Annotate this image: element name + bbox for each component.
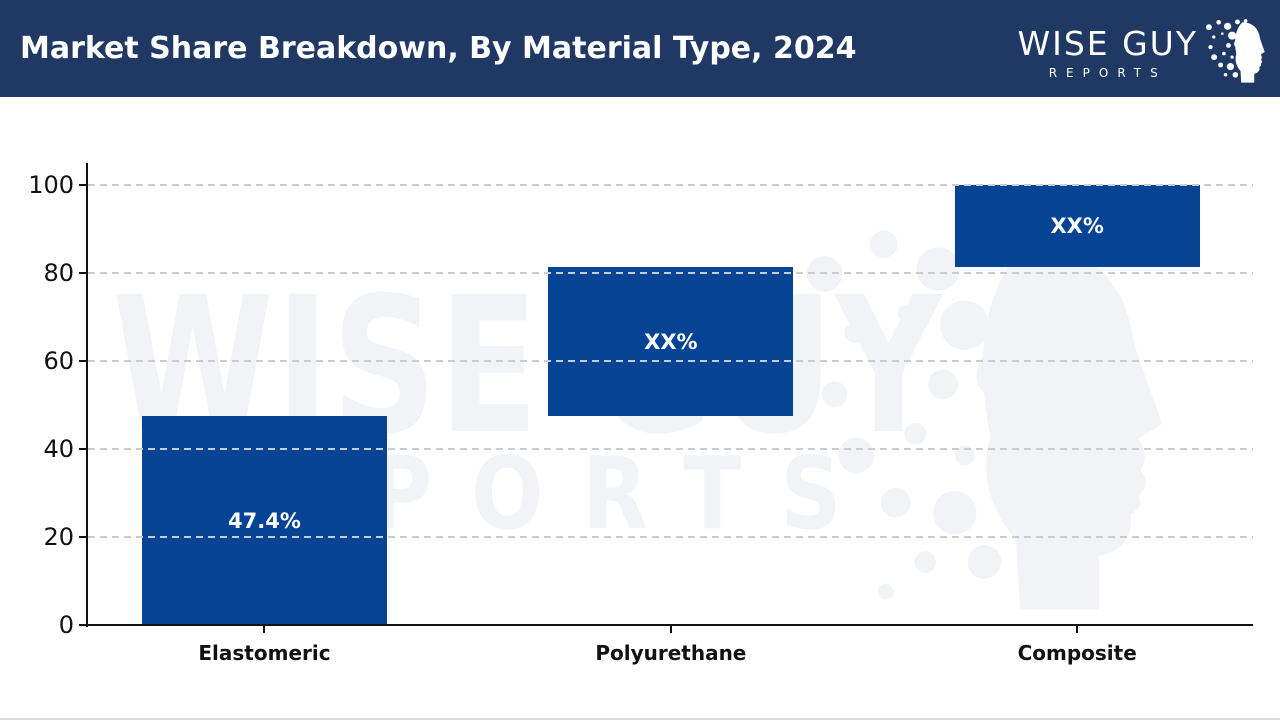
gridline-20 <box>88 536 1253 538</box>
logo-wordmark: WISE GUY <box>1017 24 1198 63</box>
y-axis-tick <box>79 272 87 274</box>
header-bar: Market Share Breakdown, By Material Type… <box>0 0 1280 97</box>
y-axis-tick-label: 100 <box>28 171 74 199</box>
x-axis-category-label: Composite <box>1017 641 1137 665</box>
logo-text: WISE GUY REPORTS <box>1017 24 1198 80</box>
x-axis-tick <box>669 625 672 633</box>
bar-value-label: XX% <box>644 329 698 354</box>
logo-subtext: REPORTS <box>1048 66 1167 80</box>
wiseguy-logo: WISE GUY REPORTS <box>1016 6 1266 92</box>
y-axis-tick <box>79 448 87 450</box>
y-axis-tick <box>79 536 87 538</box>
y-axis-tick-label: 0 <box>58 611 74 639</box>
x-axis-category-label: Elastomeric <box>198 641 331 665</box>
footer-divider <box>0 718 1280 720</box>
x-axis-tick <box>263 625 266 633</box>
gridline-60 <box>88 360 1253 362</box>
gridline-80 <box>88 272 1253 274</box>
y-axis-spine <box>86 163 88 627</box>
plot-region: 47.4% Elastomeric XX% Polyurethane XX% Compos… <box>0 97 1280 718</box>
waterfall-bar-polyurethane <box>548 266 794 417</box>
y-axis-tick <box>79 624 87 626</box>
gridline-100 <box>88 184 1253 186</box>
logo-face-icon <box>1205 19 1265 83</box>
x-axis-spine <box>86 624 1253 626</box>
y-axis-tick <box>79 360 87 362</box>
bar-value-label: 47.4% <box>228 508 301 533</box>
chart-area: WISE GUY REPORTS 47.4% Elastomeric XX% Poly… <box>0 97 1280 718</box>
waterfall-bar-elastomeric <box>141 416 387 625</box>
chart-title: Market Share Breakdown, By Material Type… <box>20 31 857 66</box>
y-axis-tick-label: 20 <box>43 523 74 551</box>
y-axis-tick-label: 60 <box>43 347 74 375</box>
bar-value-label: XX% <box>1050 213 1104 238</box>
y-axis-tick-label: 40 <box>43 435 74 463</box>
gridline-40 <box>88 448 1253 450</box>
y-axis-tick <box>79 184 87 186</box>
y-axis-tick-label: 80 <box>43 259 74 287</box>
x-axis-category-label: Polyurethane <box>595 641 747 665</box>
x-axis-tick <box>1076 625 1079 633</box>
